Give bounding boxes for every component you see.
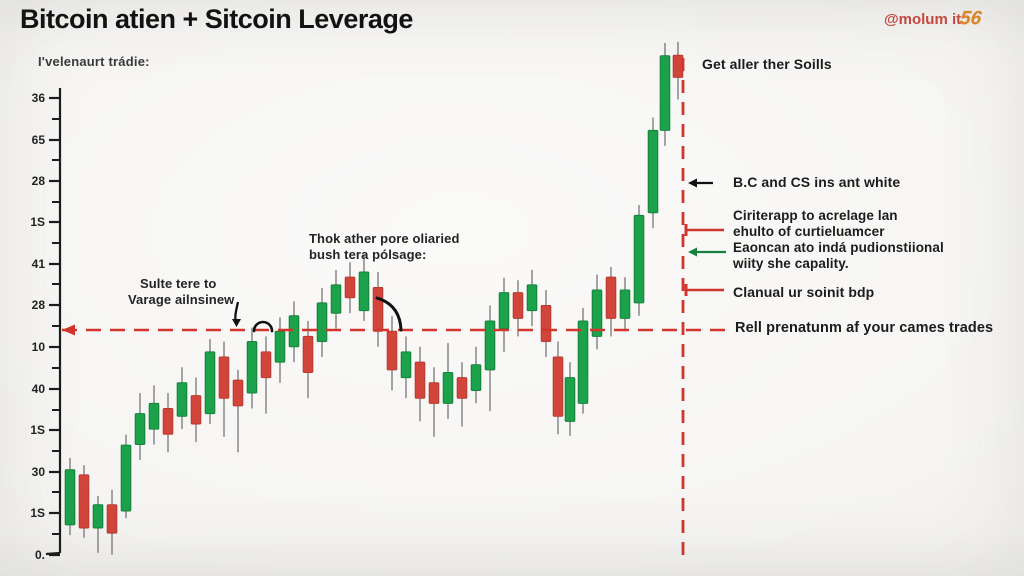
candle-bullish [134,413,146,446]
watermark-handle: @molum it [884,11,962,28]
right-note-2-line2: ehulto of curtieluamcer [733,223,885,239]
annotation-suite: Sulte tere to Varage ailnsinew [128,276,234,307]
y-axis-tick-label: 0. [35,548,45,562]
right-note-4: Clanual ur soinit bdp [733,284,875,301]
candle-bearish [386,330,398,371]
candle-bullish [526,284,538,312]
annotation-thok-line2: bush tera pólsage: [309,246,427,262]
candle-bearish [540,305,552,343]
right-note-5: Rell prenatunm af your cames trades [735,320,994,337]
candle-bullish [316,302,328,343]
candle-bearish [162,408,174,435]
candle-bullish [176,382,188,417]
annotation-suite-line2: Varage ailnsinew [128,291,235,307]
candle-bearish [344,276,356,299]
candle-bullish [633,214,645,304]
y-axis-tick-label: 1S [30,215,45,229]
right-note-3-line2: wiity she capality. [733,255,849,271]
candle-bearish [190,395,202,425]
annotation-suite-line1: Sulte tere to [140,276,217,291]
marker-left-arrowhead-icon [688,247,697,257]
y-axis-tick-label: 28 [32,298,46,312]
watermark: @molum it56 [884,8,983,30]
y-axis-tick-label: 10 [32,340,46,354]
y-axis-tick-label: 1S [30,423,45,437]
candle-bullish [92,504,104,529]
hand-drawn-curve [375,296,403,332]
candle-bullish [442,371,454,404]
candle-bullish [470,364,482,391]
right-note-2: Ciriterapp to acrelage lan ehulto of cur… [733,208,898,239]
candle-bearish [428,382,440,404]
page-title: Bitcoin atien + Sitcoin Leverage [20,4,413,34]
y-axis-foot [45,551,61,556]
candle-bearish [414,361,426,399]
candle-bullish [400,351,412,379]
right-note-1-line1: B.C and CS ins ant white [733,174,901,190]
candle-bullish [591,289,603,337]
annotation-thok: Thok ather pore oliaried bush tera pólsa… [309,231,459,262]
candle-bearish [456,377,468,399]
candle-bullish [358,271,370,312]
candle-bullish [204,351,216,415]
candle-bearish [302,335,314,373]
right-note-2-line1: Ciriterapp to acrelage lan [733,208,898,223]
right-note-5-line1: Rell prenatunm af your cames trades [735,320,994,336]
candle-bullish [659,55,671,131]
candle-bullish [64,469,76,526]
candle-bullish [148,402,160,430]
candle-bullish [246,341,258,394]
right-note-top: Get aller ther Soills [702,56,832,72]
marker-left-arrowhead-icon [688,178,697,188]
annotation-thok-line1: Thok ather pore oliaried [309,231,460,246]
y-axis-tick-label: 1S [30,506,45,520]
candle-bearish [605,276,617,319]
right-note-4-line1: Clanual ur soinit bdp [733,284,875,300]
y-axis-tick-label: 41 [32,257,46,271]
y-axis-tick-label: 36 [32,91,46,105]
right-note-3: Eaoncan ato indá pudionstiional wiity sh… [733,240,944,271]
candle-bullish [498,292,510,330]
y-axis-tick-label: 40 [32,382,46,396]
candle-bullish [120,444,132,512]
candle-bullish [619,289,631,319]
down-arrowhead-icon [232,319,241,327]
candle-bullish [274,330,286,363]
candle-bearish [672,54,684,78]
candle-bearish [260,351,272,379]
candle-bullish [647,129,659,214]
candle-bullish [484,320,496,371]
candle-bullish [577,320,589,404]
candle-bullish [330,284,342,314]
candle-bearish [552,356,564,417]
candle-bearish [78,474,90,529]
candle-bearish [372,286,384,332]
y-axis-tick-label: 65 [32,133,46,147]
candle-bearish [232,379,244,407]
right-note-1: B.C and CS ins ant white [733,174,901,191]
page-subtitle: I'velenaurt trádie: [38,54,150,69]
level-line-left-arrowhead-icon [62,324,75,336]
y-axis-tick-label: 28 [32,174,46,188]
y-axis-tick-label: 30 [32,465,46,479]
right-note-3-line1: Eaoncan ato indá pudionstiional [733,240,944,255]
candle-bearish [512,292,524,319]
hand-drawn-curve [252,320,274,333]
candle-bearish [106,504,118,534]
candle-bullish [564,377,576,422]
candle-bearish [218,356,230,399]
